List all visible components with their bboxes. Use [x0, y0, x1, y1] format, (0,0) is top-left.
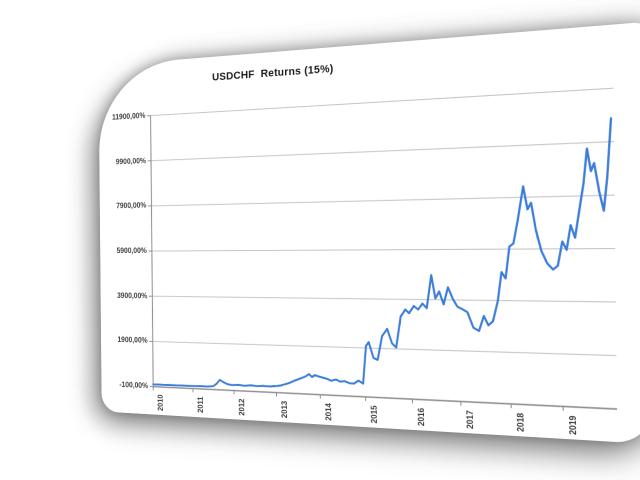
x-axis-label: 2019	[567, 415, 579, 436]
x-axis-label: 2017	[465, 410, 476, 430]
gridline	[151, 142, 614, 161]
x-axis-label: 2018	[515, 412, 526, 433]
chart-page: USDCHF Returns (15%) 11900,00% 9900,00% 79…	[98, 21, 640, 445]
x-axis-label: 2013	[280, 400, 289, 419]
x-axis-label: 2012	[237, 398, 247, 416]
gridline	[153, 387, 617, 409]
gridline	[153, 341, 617, 355]
gridline	[152, 249, 615, 252]
gridline	[152, 296, 615, 302]
x-axis-label: 2015	[369, 405, 379, 424]
returns-series-line	[151, 118, 614, 406]
gridline	[151, 88, 614, 115]
x-axis-label: 2010	[156, 394, 165, 412]
y-axis-line	[151, 116, 154, 391]
x-axis-label: 2014	[324, 402, 334, 422]
x-axis-label: 2016	[416, 407, 427, 427]
gridline	[151, 195, 614, 206]
returns-line-chart	[98, 22, 640, 444]
x-axis-label: 2011	[196, 396, 205, 414]
